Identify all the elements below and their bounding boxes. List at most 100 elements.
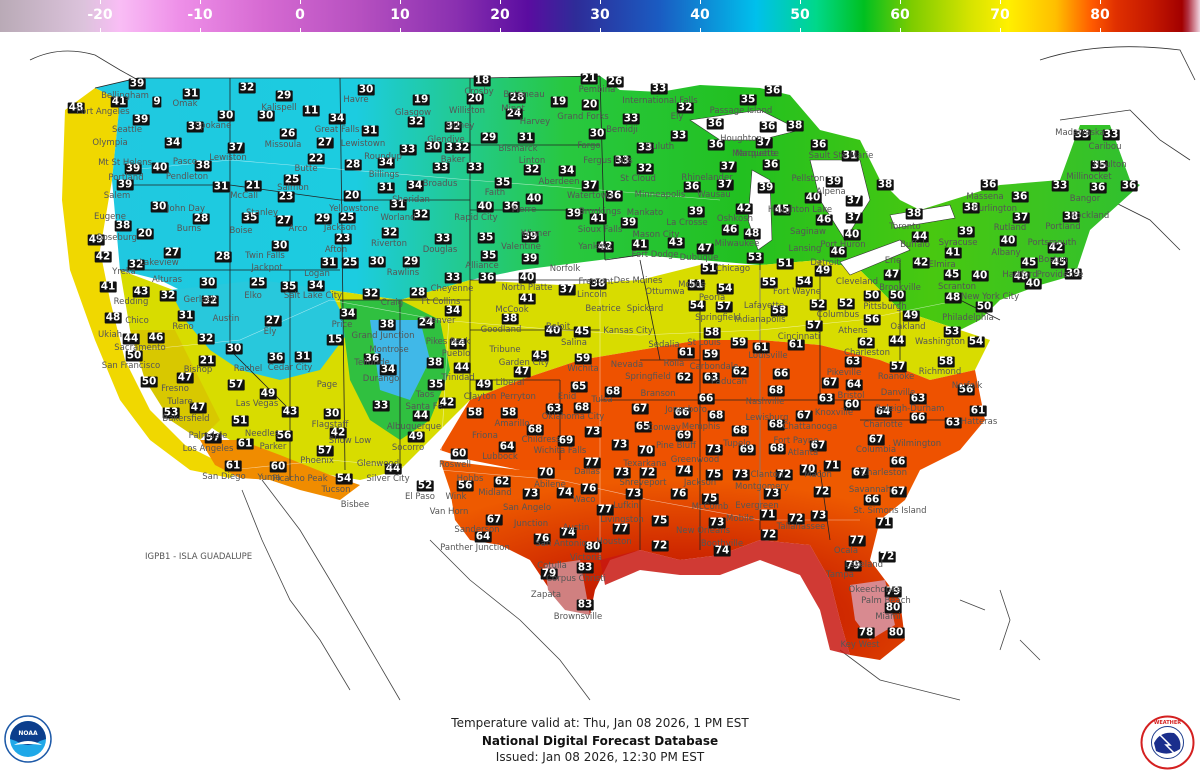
temperature-value: 51 [231, 414, 249, 427]
city-label: Bristol [837, 391, 865, 401]
temperature-value: 21 [244, 179, 262, 192]
city-label: Detroit [810, 258, 840, 268]
temperature-value: 42 [94, 250, 112, 263]
city-label: Houston [596, 537, 632, 547]
city-label: Picacho Peak [272, 474, 328, 484]
city-label: Tallahassee [776, 522, 826, 532]
temperature-value: 73 [584, 425, 602, 438]
city-label: Salt Lake City [283, 291, 343, 301]
legend-tick-label: 70 [990, 7, 1010, 23]
temperature-value: 35 [1090, 159, 1108, 172]
temperature-value: 74 [556, 486, 574, 499]
temperature-value: 43 [667, 236, 685, 249]
city-label: Midland [478, 488, 512, 498]
product-title: National Digital Forecast Database [481, 734, 719, 748]
city-label: Athens [838, 326, 868, 336]
city-label: Lincoln [576, 290, 608, 300]
city-label: Friona [472, 431, 498, 441]
city-label: Glendive [427, 135, 465, 145]
city-label: International Falls [622, 96, 698, 106]
temperature-value: 78 [857, 626, 875, 639]
temperature-value: 36 [980, 178, 998, 191]
city-label: Massena [966, 192, 1004, 202]
city-label: Arco [288, 224, 308, 234]
temperature-value: 56 [456, 479, 474, 492]
temperature-value: 50 [888, 289, 906, 302]
legend-tick [700, 0, 701, 32]
temperature-value: 37 [755, 136, 773, 149]
temperature-value: 75 [705, 468, 723, 481]
city-label: Macon [804, 470, 832, 480]
city-label: Moline [678, 280, 706, 290]
temperature-value: 24 [417, 316, 435, 329]
city-label: Sault Ste Marie [808, 151, 874, 161]
city-label: Mason City [632, 230, 680, 240]
city-label: Twin Falls [245, 251, 285, 261]
temperature-value: 39 [620, 216, 638, 229]
temperature-value: 77 [612, 522, 630, 535]
city-label: Stanley [246, 208, 278, 218]
city-label: Livingston [600, 515, 644, 525]
temperature-value: 38 [786, 119, 804, 132]
city-label: Yellowstone [329, 204, 379, 214]
temperature-value: 51 [687, 278, 705, 291]
temperature-value: 44 [384, 462, 402, 475]
temperature-value: 75 [651, 514, 669, 527]
city-label: San Diego [202, 472, 246, 482]
city-label: Corpus Christi [546, 574, 606, 584]
temperature-value: 44 [911, 230, 929, 243]
city-label: Scranton [937, 282, 977, 292]
temperature-value: 41 [518, 292, 536, 305]
temperature-value: 36 [762, 158, 780, 171]
temperature-value: 20 [343, 189, 361, 202]
city-label: Pierre [511, 205, 537, 215]
city-label: Fremont [578, 277, 614, 287]
city-label: Texarkana [623, 459, 667, 469]
city-label: Missoula [264, 140, 302, 150]
temperature-value: 42 [912, 256, 930, 269]
temperature-value: 40 [544, 324, 562, 337]
city-label: Fort Wayne [772, 287, 822, 297]
temperature-value: 34 [339, 307, 357, 320]
temperature-value: 66 [772, 367, 790, 380]
city-label: Madawaska [1055, 128, 1105, 138]
temperature-value: 41 [631, 238, 649, 251]
city-label: Pittsburgh [863, 302, 907, 312]
city-label: San Francisco [101, 361, 161, 371]
temperature-value: 33 [613, 154, 631, 167]
temperature-value: 30 [323, 407, 341, 420]
city-label: Passage Island [709, 106, 773, 116]
city-label: Los Angeles [182, 444, 234, 454]
temperature-value: 30 [217, 109, 235, 122]
temperature-value: 54 [335, 472, 353, 485]
city-label: Savannah [848, 485, 892, 495]
city-label: Rhinelander [681, 173, 733, 183]
city-label: Salmon [277, 183, 309, 193]
temperature-value: 37 [581, 179, 599, 192]
temperature-value: 49 [407, 430, 425, 443]
temperature-value: 36 [502, 200, 520, 213]
temperature-value: 69 [557, 434, 575, 447]
temperature-value: 36 [706, 117, 724, 130]
temperature-value: 79 [844, 559, 862, 572]
city-label: Roanoke [877, 372, 915, 382]
temperature-value: 45 [943, 268, 961, 281]
city-label: Richmond [918, 367, 962, 377]
temperature-value: 32 [453, 141, 471, 154]
temperature-value: 39 [825, 175, 843, 188]
city-label: Liberal [495, 378, 525, 388]
temperature-value: 68 [526, 423, 544, 436]
city-label: Springfield [695, 313, 741, 323]
city-label: Junction [513, 519, 549, 529]
city-label: Nashville [745, 397, 785, 407]
city-label: Salem [103, 191, 131, 201]
city-label: Marquette [732, 149, 776, 159]
city-label: Austin [212, 314, 240, 324]
city-label: Okeechobee [848, 585, 902, 595]
city-label: Wink [445, 492, 467, 502]
city-label: Billings [368, 170, 400, 180]
temperature-value: 36 [764, 84, 782, 97]
city-label: Grand Forks [557, 112, 609, 122]
temperature-value: 35 [280, 280, 298, 293]
city-label: Gerlach [183, 295, 217, 305]
